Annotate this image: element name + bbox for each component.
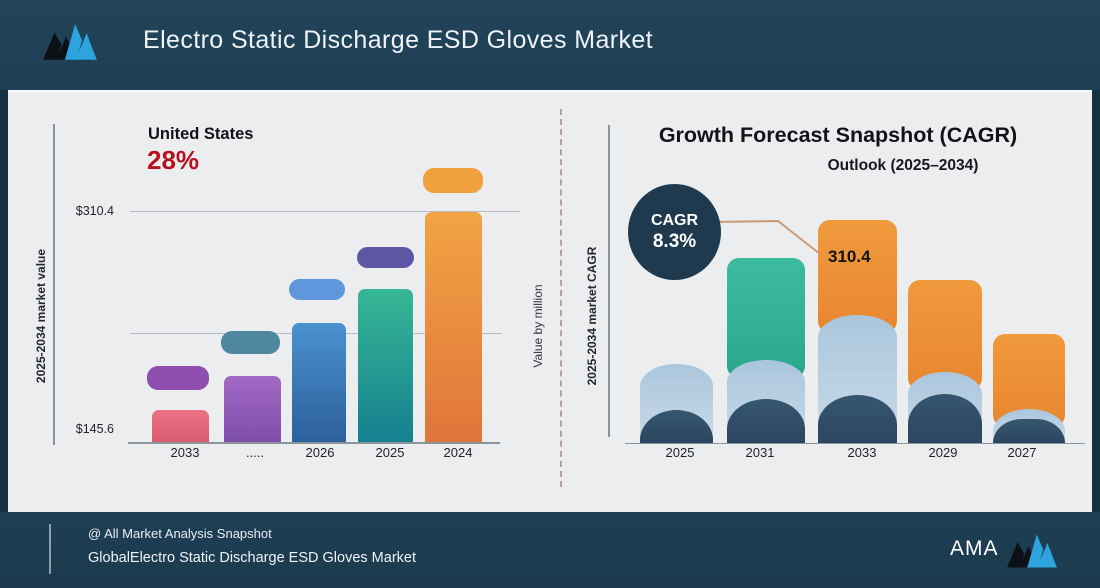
right-x-label-2025: 2025 — [665, 445, 695, 460]
bar-value-annotation: 310.4 — [828, 247, 871, 266]
right-x-axis — [625, 443, 1085, 444]
ama-footer-logo-icon — [1007, 534, 1057, 568]
left-bar-2024 — [425, 212, 482, 442]
left-y-axis-title: 2025-2034 market value — [34, 248, 48, 384]
right-bar-2029-orange-segment — [908, 280, 982, 390]
left-bar-float-2033 — [147, 366, 209, 390]
cagr-badge-label: CAGR — [650, 211, 699, 229]
left-x-axis — [128, 442, 500, 444]
page-title: Electro Static Discharge ESD Gloves Mark… — [143, 26, 654, 54]
footer: @ All Market Analysis Snapshot GlobalEle… — [0, 512, 1100, 588]
right-x-label-2029: 2029 — [928, 445, 958, 460]
footer-snapshot-text: @ All Market Analysis Snapshot — [88, 526, 272, 541]
left-bar-2026 — [292, 323, 346, 442]
right-y-axis — [608, 125, 610, 437]
footer-divider — [49, 524, 51, 574]
content-panel: 2025-2034 market value $310.4 $145.6 Uni… — [8, 90, 1092, 512]
right-x-label-2027: 2027 — [1007, 445, 1037, 460]
cagr-badge: CAGR 8.3% — [628, 184, 721, 280]
left-x-label-.....: ..... — [245, 445, 265, 460]
chart-divider — [560, 109, 562, 487]
left-chart-title: United States — [148, 125, 254, 143]
left-bar-float-2025 — [357, 247, 414, 268]
left-x-label-2025: 2025 — [375, 445, 405, 460]
left-x-label-2033: 2033 — [170, 445, 200, 460]
left-bar-float-2026 — [289, 279, 345, 300]
right-bar-2033-navy-segment — [818, 395, 897, 443]
footer-brand-text: AMA — [950, 537, 999, 560]
right-y-axis-title: 2025-2034 market CAGR — [585, 246, 599, 386]
right-chart-subtitle: Outlook (2025–2034) — [827, 157, 979, 174]
left-bar-..... — [224, 376, 281, 442]
right-bar-2029-navy-segment — [908, 394, 982, 443]
left-chart-highlight: 28% — [147, 145, 200, 175]
left-bar-2033 — [152, 410, 209, 442]
left-tick-310: $310.4 — [75, 204, 114, 218]
value-by-million-label: Value by million — [531, 284, 545, 368]
left-x-label-2026: 2026 — [305, 445, 335, 460]
ama-logo-icon — [43, 24, 97, 60]
cagr-connector-line — [709, 219, 821, 255]
left-y-axis — [53, 124, 55, 445]
left-tick-145: $145.6 — [75, 422, 114, 436]
right-x-label-2033: 2033 — [847, 445, 877, 460]
cagr-badge-value: 8.3% — [652, 230, 697, 252]
footer-market-text: GlobalElectro Static Discharge ESD Glove… — [88, 550, 416, 566]
right-bar-2027-navy-segment — [993, 419, 1065, 443]
gridline-310 — [130, 211, 520, 212]
right-bar-2031-teal-segment — [727, 258, 805, 378]
right-bar-2033-orange-segment — [818, 220, 897, 333]
right-x-label-2031: 2031 — [745, 445, 775, 460]
left-bar-float-..... — [221, 331, 280, 354]
left-bar-2025 — [358, 289, 413, 442]
left-bar-float-2024 — [423, 168, 483, 193]
left-x-label-2024: 2024 — [443, 445, 473, 460]
right-bar-2031-navy-segment — [727, 399, 805, 443]
header: Electro Static Discharge ESD Gloves Mark… — [0, 0, 1100, 90]
right-chart-title: Growth Forecast Snapshot (CAGR) — [658, 123, 1018, 147]
